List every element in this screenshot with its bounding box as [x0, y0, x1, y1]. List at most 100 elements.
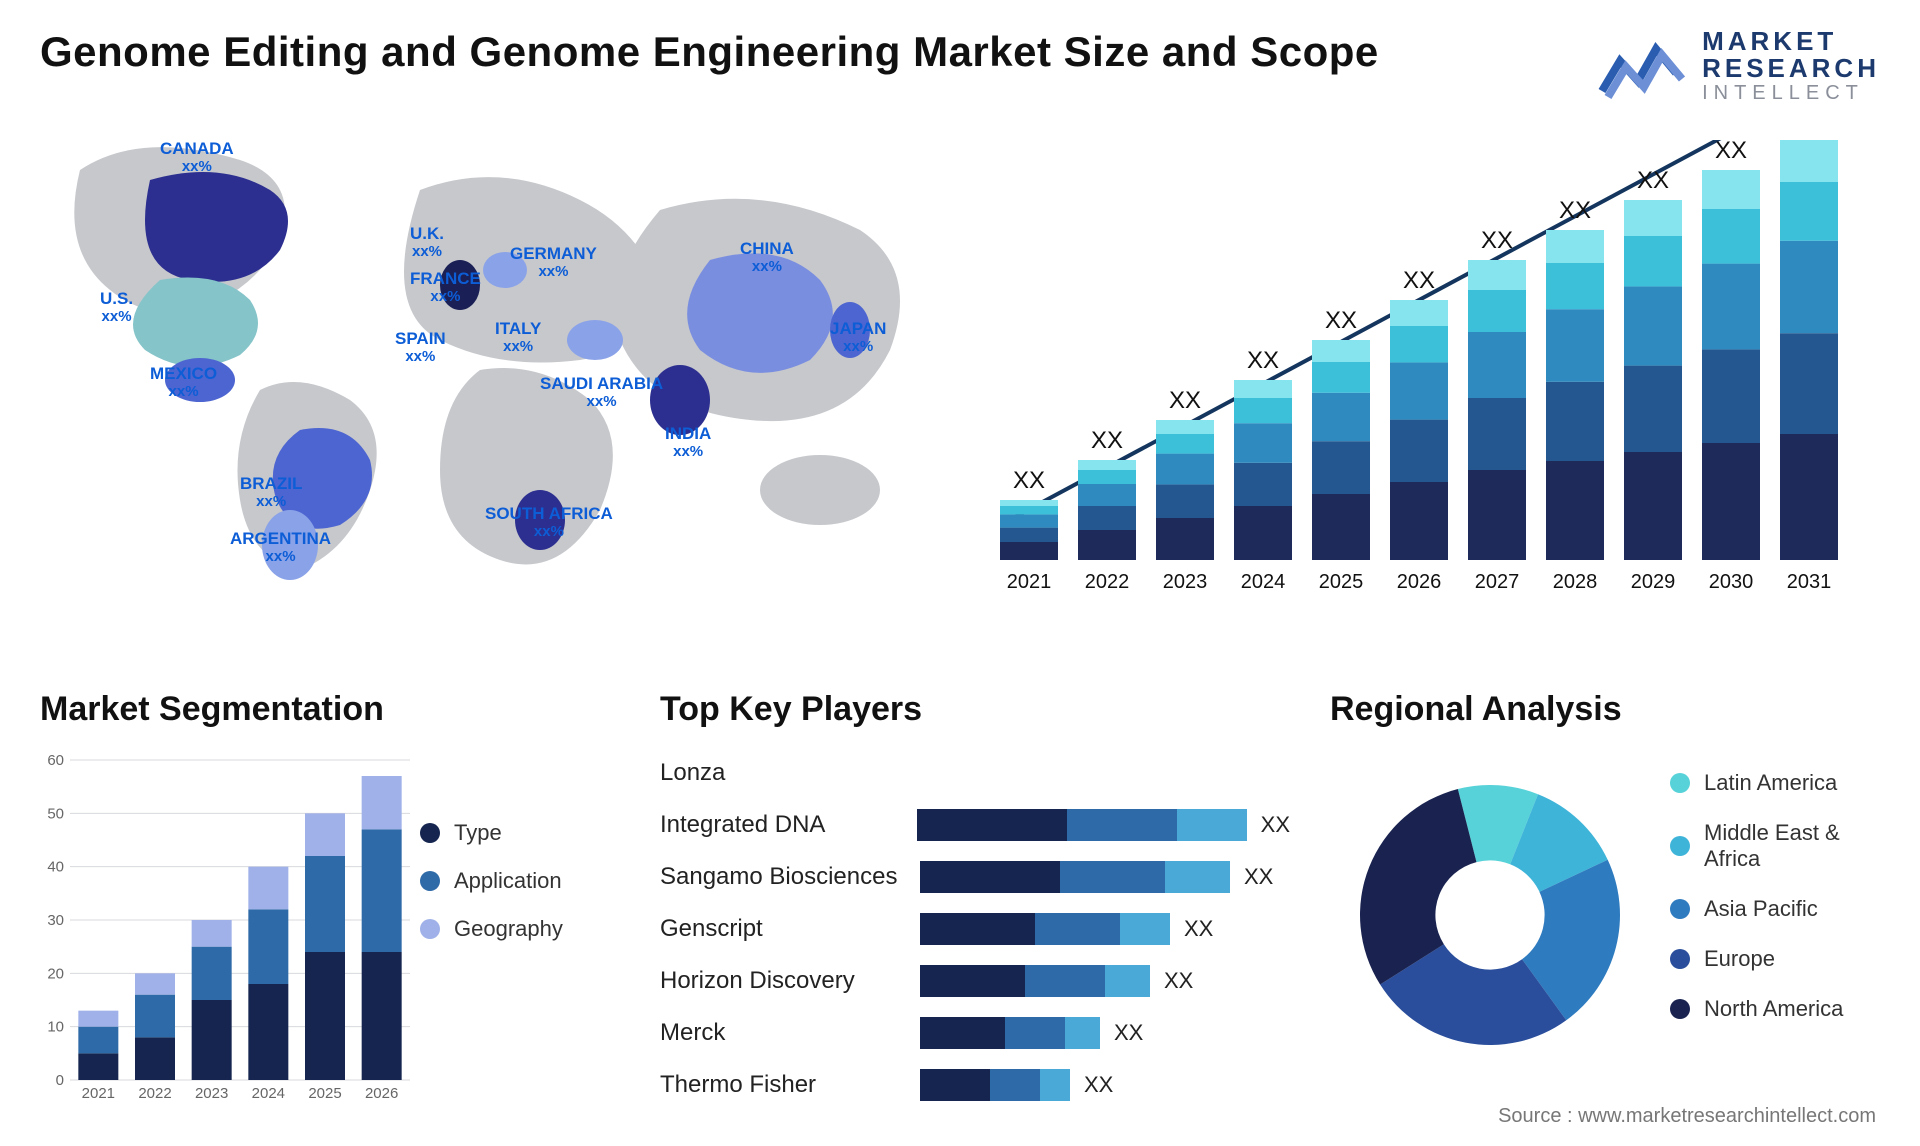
svg-text:2024: 2024 — [1241, 571, 1286, 593]
segmentation-title: Market Segmentation — [40, 690, 600, 729]
player-bar-wrap: XX — [917, 809, 1290, 841]
svg-text:XX: XX — [1637, 167, 1669, 194]
map-label: U.S.xx% — [100, 290, 133, 325]
legend-swatch — [1670, 999, 1690, 1019]
player-bar-segment — [1025, 965, 1105, 997]
player-bar-segment — [1105, 965, 1150, 997]
legend-swatch — [420, 919, 440, 939]
source-label: Source : www.marketresearchintellect.com — [1498, 1105, 1876, 1128]
players-panel: Top Key Players LonzaIntegrated DNAXXSan… — [660, 690, 1290, 1110]
svg-text:2028: 2028 — [1553, 571, 1598, 593]
map-label: SAUDI ARABIAxx% — [540, 375, 663, 410]
legend-item: Europe — [1670, 946, 1890, 972]
legend-swatch — [420, 871, 440, 891]
player-value: XX — [1114, 1020, 1143, 1046]
regional-donut-chart — [1330, 750, 1650, 1070]
svg-text:2027: 2027 — [1475, 571, 1520, 593]
legend-label: Middle East & Africa — [1704, 820, 1890, 872]
legend-item: Latin America — [1670, 770, 1890, 796]
player-bar-segment — [1120, 913, 1170, 945]
player-name: Thermo Fisher — [660, 1071, 920, 1099]
player-bar-segment — [1035, 913, 1120, 945]
player-bar-wrap: XX — [920, 1017, 1290, 1049]
header: Genome Editing and Genome Engineering Ma… — [40, 28, 1880, 104]
regional-title: Regional Analysis — [1330, 690, 1890, 729]
legend-item: Type — [420, 820, 563, 846]
player-bar-segment — [920, 861, 1060, 893]
svg-text:2029: 2029 — [1631, 571, 1676, 593]
svg-text:30: 30 — [47, 912, 64, 929]
legend-swatch — [420, 823, 440, 843]
player-row: Merck XX — [660, 1010, 1290, 1056]
svg-text:2023: 2023 — [195, 1085, 228, 1102]
player-bar-segment — [1040, 1069, 1070, 1101]
map-label: SOUTH AFRICAxx% — [485, 505, 613, 540]
legend-item: Asia Pacific — [1670, 896, 1890, 922]
legend-item: Application — [420, 868, 563, 894]
player-bar — [920, 965, 1150, 997]
player-name: Genscript — [660, 915, 920, 943]
svg-text:2023: 2023 — [1163, 571, 1208, 593]
player-bar-segment — [917, 809, 1067, 841]
svg-text:XX: XX — [1247, 347, 1279, 374]
svg-text:XX: XX — [1091, 427, 1123, 454]
player-bar — [920, 1069, 1070, 1101]
player-value: XX — [1084, 1072, 1113, 1098]
player-name: Integrated DNA — [660, 811, 917, 839]
player-bar-wrap: XX — [920, 965, 1290, 997]
player-row: Sangamo BiosciencesXX — [660, 854, 1290, 900]
player-value: XX — [1261, 812, 1290, 838]
player-bar-segment — [990, 1069, 1040, 1101]
svg-text:2025: 2025 — [1319, 571, 1364, 593]
logo-line3: INTELLECT — [1702, 83, 1880, 104]
map-label: SPAINxx% — [395, 330, 446, 365]
world-map-icon — [40, 130, 920, 590]
player-bar-wrap: XX — [920, 913, 1290, 945]
player-bar-segment — [1177, 809, 1247, 841]
player-name: Merck — [660, 1019, 920, 1047]
segmentation-chart: 0102030405060202120222023202420252026 — [40, 750, 410, 1110]
svg-text:60: 60 — [47, 752, 64, 769]
player-name: Horizon Discovery — [660, 967, 920, 995]
player-value: XX — [1164, 968, 1193, 994]
player-bar — [920, 913, 1170, 945]
player-bar-segment — [920, 1017, 1005, 1049]
player-row: Horizon Discovery XX — [660, 958, 1290, 1004]
legend-swatch — [1670, 836, 1690, 856]
map-label: CANADAxx% — [160, 140, 234, 175]
player-bar-segment — [1067, 809, 1177, 841]
map-label: BRAZILxx% — [240, 475, 302, 510]
svg-text:2022: 2022 — [138, 1085, 171, 1102]
svg-text:2026: 2026 — [365, 1085, 398, 1102]
svg-text:50: 50 — [47, 805, 64, 822]
player-bar — [917, 809, 1247, 841]
legend-label: Asia Pacific — [1704, 896, 1818, 922]
legend-item: Geography — [420, 916, 563, 942]
map-label: ITALYxx% — [495, 320, 541, 355]
svg-text:2025: 2025 — [308, 1085, 341, 1102]
svg-text:2030: 2030 — [1709, 571, 1754, 593]
player-row: Lonza — [660, 750, 1290, 796]
legend-label: North America — [1704, 996, 1843, 1022]
player-bar — [920, 1017, 1100, 1049]
page-title: Genome Editing and Genome Engineering Ma… — [40, 28, 1379, 76]
player-row: Integrated DNA XX — [660, 802, 1290, 848]
player-row: Genscript XX — [660, 906, 1290, 952]
legend-swatch — [1670, 949, 1690, 969]
logo-text: MARKET RESEARCH INTELLECT — [1702, 28, 1880, 104]
svg-text:2022: 2022 — [1085, 571, 1130, 593]
svg-text:XX: XX — [1559, 197, 1591, 224]
logo-mark-icon — [1598, 31, 1688, 101]
regional-legend: Latin America Middle East & Africa Asia Pa… — [1670, 770, 1890, 1022]
player-name: Lonza — [660, 759, 920, 787]
svg-text:XX: XX — [1715, 140, 1747, 164]
svg-text:20: 20 — [47, 965, 64, 982]
map-label: ARGENTINAxx% — [230, 530, 331, 565]
map-label: INDIAxx% — [665, 425, 711, 460]
player-value: XX — [1184, 916, 1213, 942]
player-bar-segment — [1005, 1017, 1065, 1049]
segmentation-legend: Type Application Geography — [420, 820, 563, 942]
legend-swatch — [1670, 899, 1690, 919]
legend-label: Latin America — [1704, 770, 1837, 796]
map-label: U.K.xx% — [410, 225, 444, 260]
